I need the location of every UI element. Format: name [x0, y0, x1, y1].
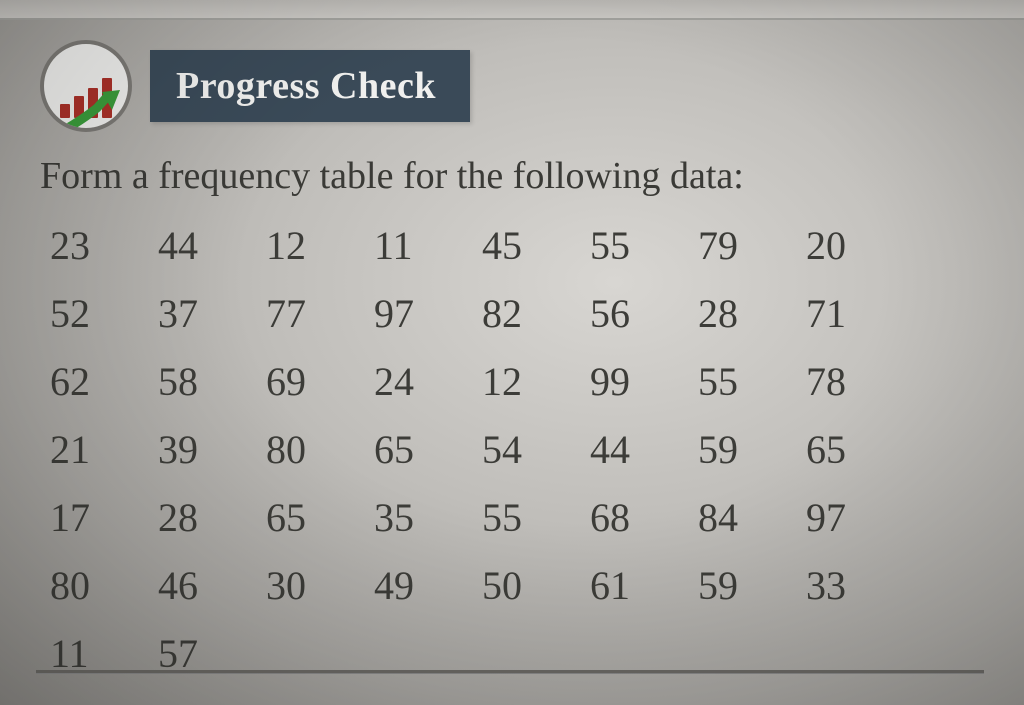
- section-title: Progress Check: [150, 50, 470, 122]
- page-top-strip: [0, 0, 1024, 20]
- data-cell: [266, 634, 374, 674]
- data-cell: 61: [590, 566, 698, 606]
- data-cell: 80: [266, 430, 374, 470]
- data-cell: 65: [806, 430, 914, 470]
- data-cell: 11: [374, 226, 482, 266]
- data-cell: [698, 634, 806, 674]
- data-cell: 23: [50, 226, 158, 266]
- growth-arrow-icon: [62, 90, 122, 132]
- data-cell: 62: [50, 362, 158, 402]
- data-cell: 21: [50, 430, 158, 470]
- data-cell: 77: [266, 294, 374, 334]
- data-cell: 37: [158, 294, 266, 334]
- data-cell: 33: [806, 566, 914, 606]
- data-cell: 55: [590, 226, 698, 266]
- data-cell: 46: [158, 566, 266, 606]
- data-cell: 58: [158, 362, 266, 402]
- data-cell: 44: [590, 430, 698, 470]
- data-cell: 50: [482, 566, 590, 606]
- data-cell: 84: [698, 498, 806, 538]
- data-cell: 78: [806, 362, 914, 402]
- data-cell: 55: [482, 498, 590, 538]
- data-cell: 79: [698, 226, 806, 266]
- data-cell: 59: [698, 430, 806, 470]
- data-cell: 99: [590, 362, 698, 402]
- data-cell: 49: [374, 566, 482, 606]
- progress-logo: [40, 40, 132, 132]
- data-cell: 24: [374, 362, 482, 402]
- data-cell: 71: [806, 294, 914, 334]
- data-cell: 45: [482, 226, 590, 266]
- data-cell: [806, 634, 914, 674]
- data-cell: 55: [698, 362, 806, 402]
- data-cell: 35: [374, 498, 482, 538]
- data-cell: 44: [158, 226, 266, 266]
- instruction-text: Form a frequency table for the following…: [40, 154, 984, 198]
- data-cell: 12: [266, 226, 374, 266]
- data-cell: 39: [158, 430, 266, 470]
- data-cell: 59: [698, 566, 806, 606]
- header-row: Progress Check: [40, 40, 984, 132]
- data-cell: 17: [50, 498, 158, 538]
- data-cell: 80: [50, 566, 158, 606]
- data-cell: [374, 634, 482, 674]
- data-table: 2344121145557920523777978256287162586924…: [50, 226, 984, 674]
- data-cell: 69: [266, 362, 374, 402]
- data-cell: 11: [50, 634, 158, 674]
- data-cell: 12: [482, 362, 590, 402]
- data-cell: 68: [590, 498, 698, 538]
- data-cell: 52: [50, 294, 158, 334]
- data-cell: 97: [374, 294, 482, 334]
- data-cell: 57: [158, 634, 266, 674]
- data-cell: [590, 634, 698, 674]
- table-underline: [36, 670, 984, 673]
- data-cell: 56: [590, 294, 698, 334]
- data-cell: 97: [806, 498, 914, 538]
- data-cell: 28: [698, 294, 806, 334]
- data-cell: 28: [158, 498, 266, 538]
- data-cell: [482, 634, 590, 674]
- data-cell: 65: [266, 498, 374, 538]
- page: Progress Check Form a frequency table fo…: [0, 0, 1024, 705]
- data-cell: 20: [806, 226, 914, 266]
- data-cell: 54: [482, 430, 590, 470]
- data-cell: 82: [482, 294, 590, 334]
- data-cell: 65: [374, 430, 482, 470]
- data-cell: 30: [266, 566, 374, 606]
